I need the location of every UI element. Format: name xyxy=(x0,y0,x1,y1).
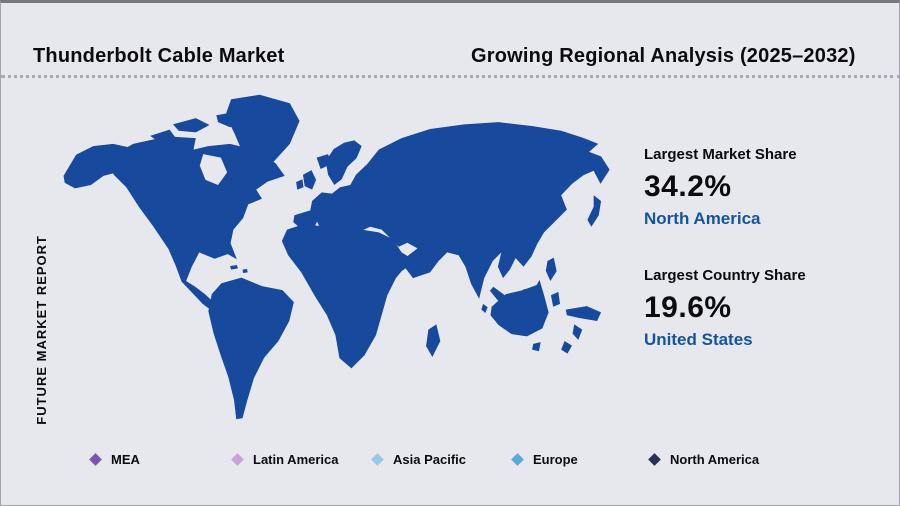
map-greenland xyxy=(225,94,300,170)
stat-largest-market-share: Largest Market Share 34.2% North America xyxy=(644,146,894,229)
stat-label: Largest Country Share xyxy=(644,267,806,284)
world-map-landmass xyxy=(63,94,610,420)
legend-dot-europe xyxy=(511,452,524,466)
legend-item-asia-pacific: Asia Pacific xyxy=(371,450,466,468)
map-ireland xyxy=(296,179,304,190)
map-africa xyxy=(281,223,416,369)
stat-region: United States xyxy=(644,330,753,349)
brand-watermark: FUTURE MARKET REPORT xyxy=(34,235,49,425)
map-new-zealand-north xyxy=(572,324,583,340)
legend-dot-latin-america xyxy=(231,452,244,466)
map-sulawesi xyxy=(550,291,561,307)
title-separator xyxy=(1,75,899,78)
legend-label: Asia Pacific xyxy=(393,451,466,467)
map-north-america xyxy=(107,136,285,313)
map-uk xyxy=(302,170,317,190)
legend-label: North America xyxy=(670,451,760,467)
map-new-guinea xyxy=(565,306,602,321)
legend-item-north-america: North America xyxy=(648,450,760,468)
stat-largest-country-share: Largest Country Share 19.6% United State… xyxy=(644,267,894,350)
map-philippines xyxy=(545,257,557,281)
map-madagascar xyxy=(426,324,441,357)
legend-label: MEA xyxy=(111,451,140,467)
map-australia xyxy=(490,279,549,337)
stat-label: Largest Market Share xyxy=(644,146,797,163)
legend: MEA Latin America Asia Pacific Europe No… xyxy=(1,450,899,470)
page-subtitle: Growing Regional Analysis (2025–2032) xyxy=(471,45,856,67)
map-hudson-bay xyxy=(199,154,228,185)
map-cuba xyxy=(230,265,238,270)
map-new-zealand-south xyxy=(561,341,572,354)
stat-value: 34.2% xyxy=(644,170,732,203)
map-hispaniola xyxy=(242,269,248,273)
legend-label: Europe xyxy=(533,451,578,467)
map-alaska xyxy=(63,143,129,189)
legend-dot-north-america xyxy=(648,452,661,466)
legend-dot-mea xyxy=(89,452,102,466)
legend-label: Latin America xyxy=(253,451,339,467)
map-japan xyxy=(587,195,602,227)
legend-dot-asia-pacific xyxy=(371,452,384,466)
map-arctic-island-1 xyxy=(173,118,210,133)
stat-value: 19.6% xyxy=(644,291,732,324)
legend-item-europe: Europe xyxy=(511,450,578,468)
map-arctic-island-3 xyxy=(150,129,176,144)
map-iberia xyxy=(293,209,321,229)
map-south-america xyxy=(208,277,294,420)
world-map xyxy=(63,94,610,420)
page-title: Thunderbolt Cable Market xyxy=(33,45,285,67)
map-sri-lanka xyxy=(481,303,488,313)
legend-item-latin-america: Latin America xyxy=(231,450,339,468)
stat-region: North America xyxy=(644,209,761,228)
map-scandinavia xyxy=(325,140,362,185)
map-eurasia xyxy=(310,122,610,299)
map-tasmania xyxy=(532,342,541,352)
legend-item-mea: MEA xyxy=(89,450,140,468)
